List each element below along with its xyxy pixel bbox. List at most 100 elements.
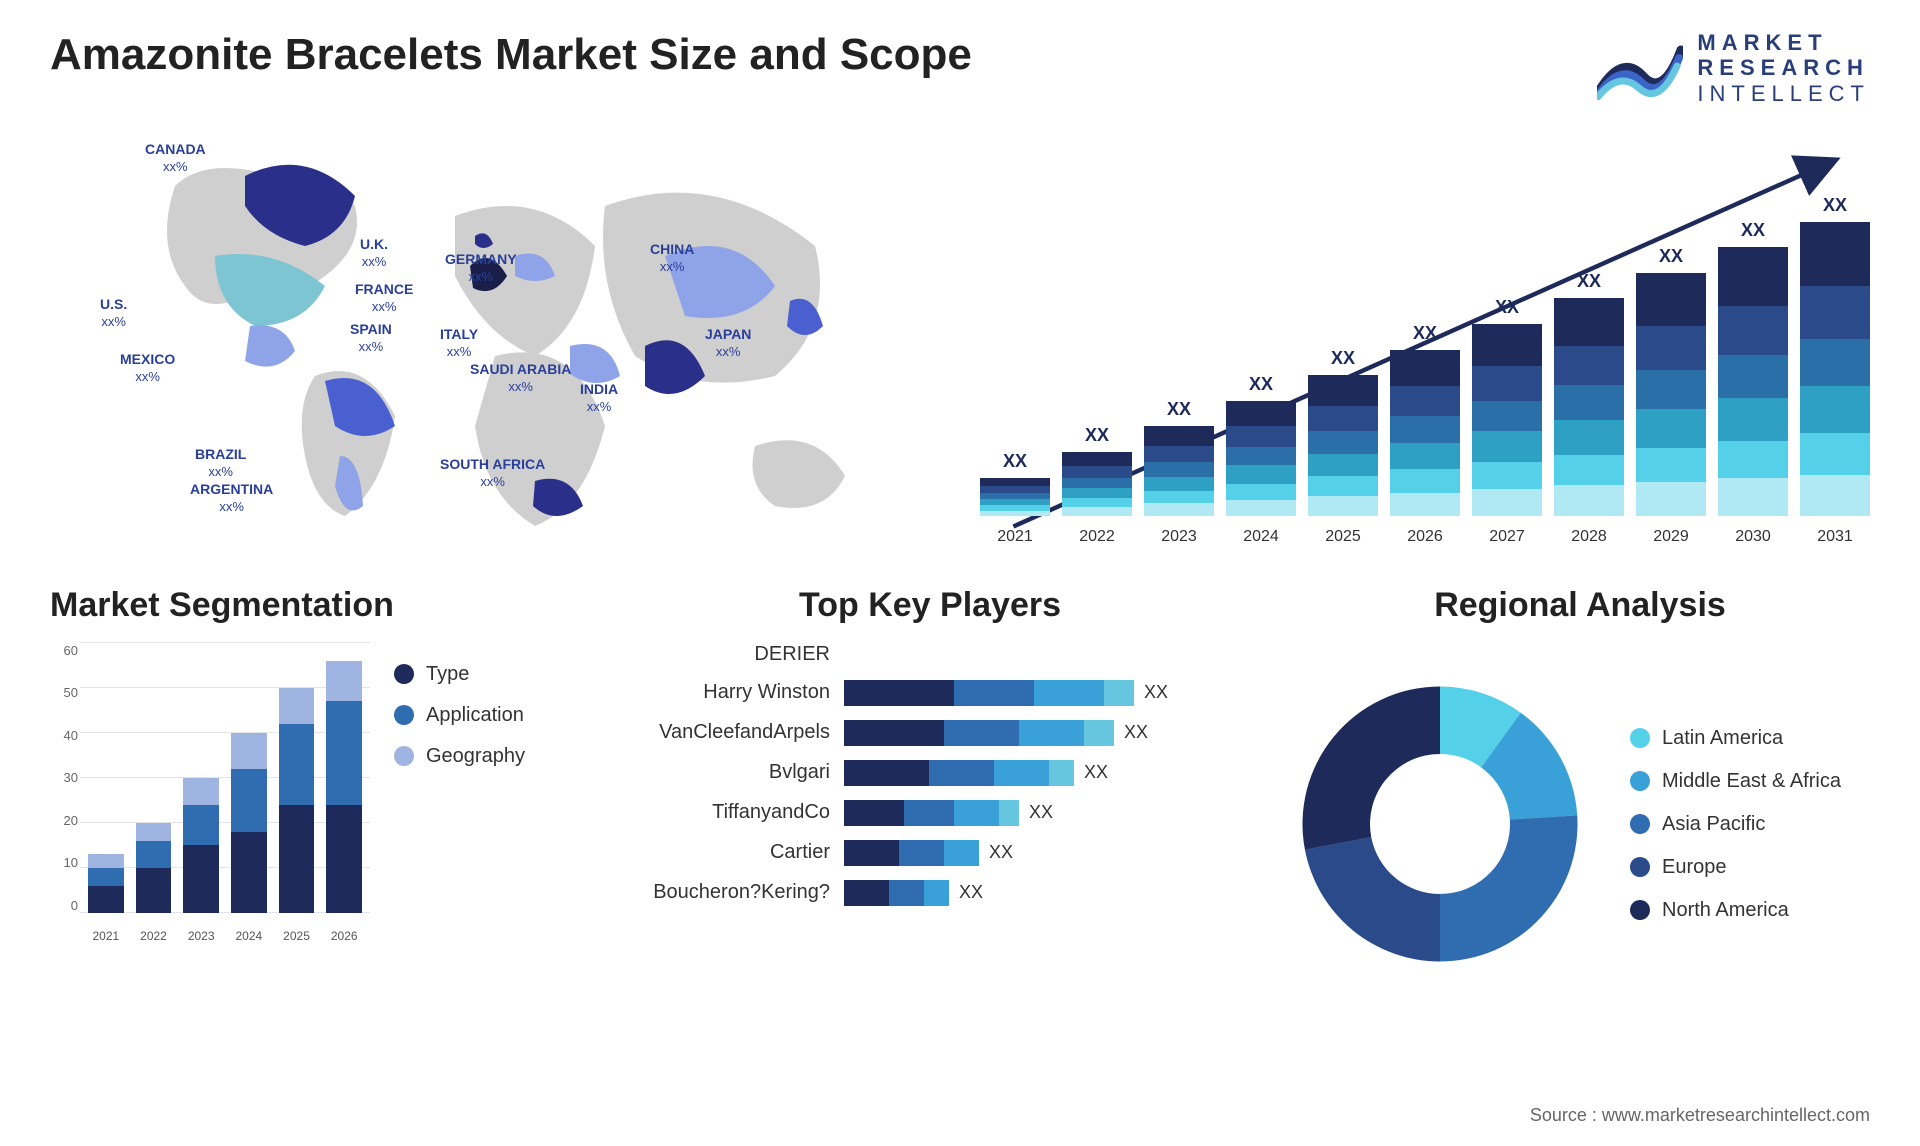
player-row: Harry Winston XX [620, 680, 1240, 706]
world-map: CANADAxx% U.S.xx% MEXICOxx% BRAZILxx%ARGENT… [50, 126, 940, 546]
player-row: Bvlgari XX [620, 760, 1240, 786]
player-name: Harry Winston [620, 681, 830, 704]
map-label: SAUDI ARABIAxx% [470, 361, 571, 395]
growth-bar: XX [1800, 195, 1870, 516]
player-name: TiffanyandCo [620, 801, 830, 824]
map-label: MEXICOxx% [120, 351, 175, 385]
growth-bar-label: XX [1331, 348, 1355, 369]
growth-x-label: 2025 [1308, 528, 1378, 546]
player-bar [844, 720, 1114, 746]
header: Amazonite Bracelets Market Size and Scop… [50, 30, 1870, 106]
growth-bar-label: XX [1085, 425, 1109, 446]
legend-item: Asia Pacific [1630, 813, 1841, 836]
regional-title: Regional Analysis [1290, 586, 1870, 625]
legend-item: North America [1630, 899, 1841, 922]
segmentation-bar [136, 823, 172, 913]
growth-chart: XX XX XX XX XX XX XX XX XX XX XX 2021 2022 2023 2024 2… [980, 126, 1870, 546]
growth-x-label: 2027 [1472, 528, 1542, 546]
regional-section: Regional Analysis Latin America Middle Ea… [1290, 586, 1870, 1006]
segmentation-bar [326, 661, 362, 913]
player-value: XX [1029, 802, 1053, 823]
regional-donut [1290, 674, 1590, 974]
player-bar [844, 760, 1074, 786]
legend-item: Type [394, 663, 525, 686]
segmentation-bar [231, 733, 267, 913]
growth-bar: XX [1390, 323, 1460, 516]
player-value: XX [1124, 722, 1148, 743]
map-label: JAPANxx% [705, 326, 751, 360]
map-label: SOUTH AFRICAxx% [440, 456, 545, 490]
map-label: CHINAxx% [650, 241, 694, 275]
player-value: XX [1084, 762, 1108, 783]
segmentation-x-label: 2025 [279, 929, 315, 943]
segmentation-x-label: 2021 [88, 929, 124, 943]
map-label: INDIAxx% [580, 381, 618, 415]
top-row: CANADAxx% U.S.xx% MEXICOxx% BRAZILxx%ARGENT… [50, 126, 1870, 546]
segmentation-x-label: 2024 [231, 929, 267, 943]
player-row: Cartier XX [620, 840, 1240, 866]
growth-bar: XX [980, 451, 1050, 516]
growth-bar: XX [1062, 425, 1132, 516]
growth-x-label: 2029 [1636, 528, 1706, 546]
map-label: CANADAxx% [145, 141, 206, 175]
players-title: Top Key Players [620, 586, 1240, 625]
segmentation-section: Market Segmentation 0102030405060 202120… [50, 586, 570, 1006]
growth-bar: XX [1636, 246, 1706, 516]
segmentation-bar [88, 854, 124, 913]
legend-item: Latin America [1630, 727, 1841, 750]
growth-x-label: 2030 [1718, 528, 1788, 546]
player-value: XX [989, 842, 1013, 863]
donut-slice [1440, 816, 1578, 962]
growth-x-label: 2023 [1144, 528, 1214, 546]
player-name: Boucheron?Kering? [620, 881, 830, 904]
growth-x-label: 2031 [1800, 528, 1870, 546]
logo-text: MARKET RESEARCH INTELLECT [1697, 30, 1870, 106]
players-section: Top Key Players DERIER Harry Winston XX Van… [620, 586, 1240, 1006]
player-bar [844, 800, 1019, 826]
legend-item: Europe [1630, 856, 1841, 879]
segmentation-bar [279, 688, 315, 913]
map-label: SPAINxx% [350, 321, 392, 355]
growth-x-label: 2022 [1062, 528, 1132, 546]
legend-item: Middle East & Africa [1630, 770, 1841, 793]
segmentation-chart: 0102030405060 202120222023202420252026 [50, 643, 370, 943]
growth-bar-label: XX [1249, 374, 1273, 395]
map-label: FRANCExx% [355, 281, 413, 315]
growth-x-label: 2021 [980, 528, 1050, 546]
growth-bar: XX [1144, 399, 1214, 516]
player-bar [844, 680, 1134, 706]
segmentation-x-label: 2022 [136, 929, 172, 943]
player-name: Cartier [620, 841, 830, 864]
segmentation-legend: TypeApplicationGeography [394, 643, 525, 943]
growth-bar-label: XX [1003, 451, 1027, 472]
growth-bar-label: XX [1167, 399, 1191, 420]
segmentation-title: Market Segmentation [50, 586, 570, 625]
map-label: ITALYxx% [440, 326, 478, 360]
player-row: TiffanyandCo XX [620, 800, 1240, 826]
donut-slice [1303, 687, 1441, 850]
bottom-row: Market Segmentation 0102030405060 202120… [50, 586, 1870, 1006]
map-label: U.S.xx% [100, 296, 127, 330]
brand-logo: MARKET RESEARCH INTELLECT [1597, 30, 1870, 106]
player-name: DERIER [620, 643, 830, 666]
donut-slice [1305, 838, 1440, 962]
segmentation-x-label: 2026 [326, 929, 362, 943]
player-name: Bvlgari [620, 761, 830, 784]
legend-item: Application [394, 704, 525, 727]
page-title: Amazonite Bracelets Market Size and Scop… [50, 30, 972, 80]
map-label: BRAZILxx% [195, 446, 246, 480]
logo-icon [1597, 36, 1683, 100]
growth-x-label: 2026 [1390, 528, 1460, 546]
map-label: ARGENTINAxx% [190, 481, 273, 515]
growth-bar-label: XX [1659, 246, 1683, 267]
segmentation-x-label: 2023 [183, 929, 219, 943]
growth-bar-label: XX [1741, 220, 1765, 241]
player-bar [844, 880, 949, 906]
growth-bar: XX [1554, 271, 1624, 516]
regional-legend: Latin America Middle East & Africa Asia Pa… [1630, 727, 1841, 922]
growth-bar-label: XX [1495, 297, 1519, 318]
player-name: VanCleefandArpels [620, 721, 830, 744]
map-label: GERMANYxx% [445, 251, 517, 285]
growth-x-label: 2024 [1226, 528, 1296, 546]
player-value: XX [1144, 682, 1168, 703]
